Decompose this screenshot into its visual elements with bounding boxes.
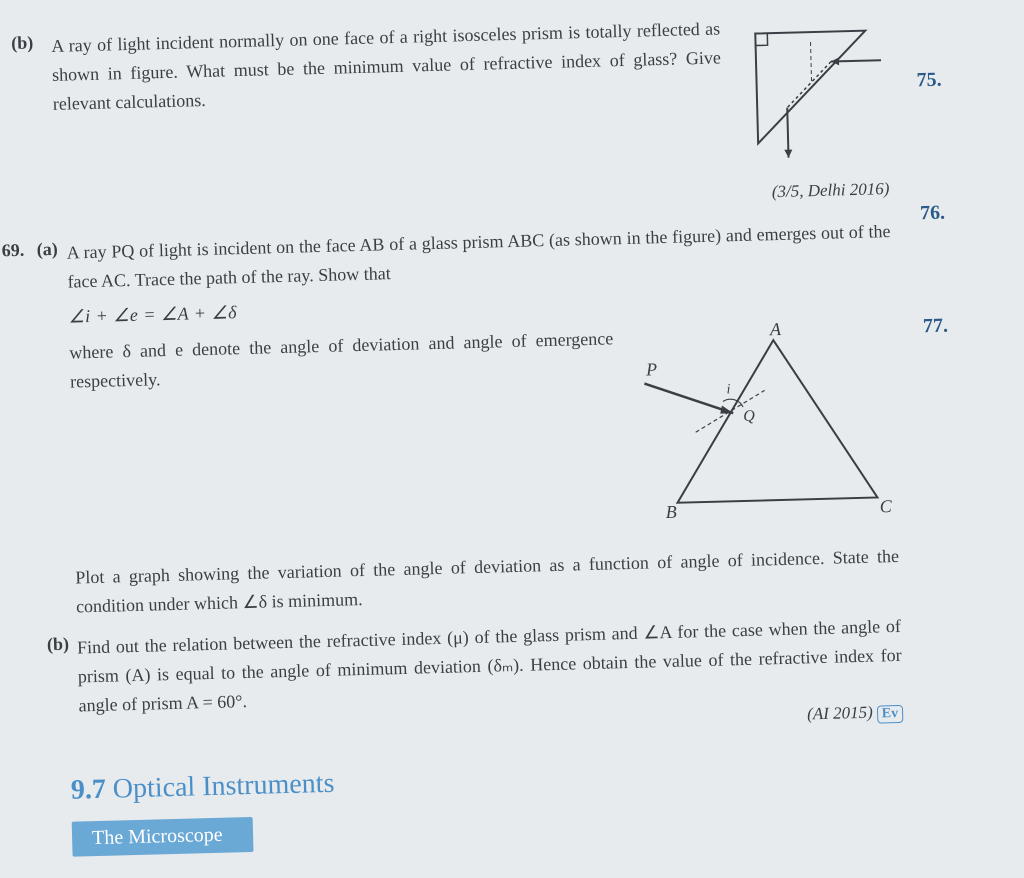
- svg-text:i: i: [726, 383, 730, 398]
- subsection-bar: The Microscope: [72, 817, 253, 857]
- question-label-69b: (b): [47, 634, 70, 656]
- svg-text:C: C: [879, 496, 893, 516]
- question-number-69: 69.: [1, 240, 24, 262]
- prism-figure-1: [735, 10, 889, 169]
- section-title: 9.7 Optical Instruments: [70, 753, 905, 807]
- question-ref-68b: (3/5, Delhi 2016): [55, 179, 889, 221]
- svg-text:B: B: [666, 502, 678, 522]
- question-text-68b: A ray of light incident normally on one …: [51, 14, 722, 118]
- ev-badge: Ev: [877, 705, 904, 724]
- margin-num-75: 75.: [916, 68, 977, 93]
- question-text-69b: Find out the relation between the refrac…: [67, 612, 903, 720]
- question-69: 69. (a) A ray PQ of light is incident on…: [56, 217, 903, 744]
- section-number: 9.7: [70, 773, 106, 805]
- svg-text:Q: Q: [743, 408, 755, 425]
- section-name: Optical Instruments: [112, 767, 334, 804]
- right-margin-numbers: 75. 76. 77.: [915, 8, 997, 834]
- question-label-b: (b): [11, 32, 34, 54]
- question-label-69a: (a): [36, 239, 58, 261]
- margin-num-76: 76.: [920, 201, 981, 226]
- svg-text:P: P: [645, 360, 658, 380]
- svg-text:A: A: [769, 319, 783, 339]
- question-text-69a-graph: Plot a graph showing the variation of th…: [65, 542, 900, 621]
- prism-figure-2: A B C P Q i: [633, 317, 898, 529]
- question-text-69b-body: Find out the relation between the refrac…: [77, 616, 902, 715]
- question-ref-69b: (AI 2015): [807, 703, 873, 724]
- question-68b: (b) A ra: [51, 10, 890, 221]
- margin-num-77: 77.: [923, 314, 984, 339]
